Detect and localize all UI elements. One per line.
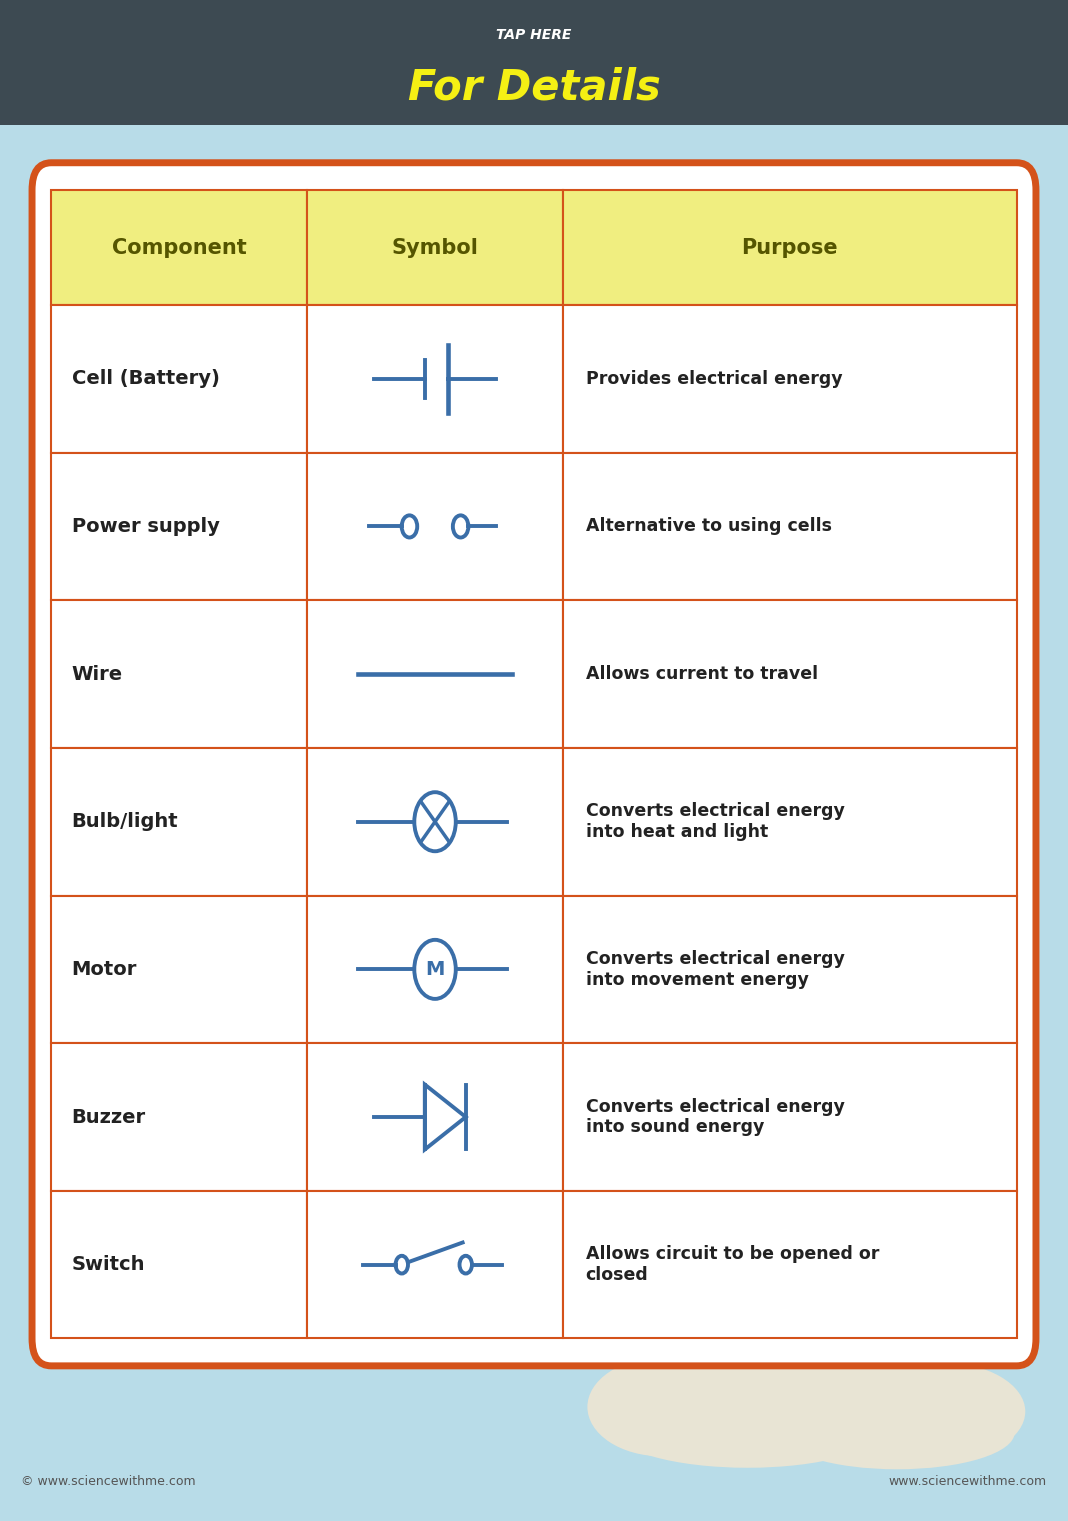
Text: Allows circuit to be opened or
closed: Allows circuit to be opened or closed <box>585 1246 879 1284</box>
Bar <box>308 190 563 304</box>
Bar <box>51 1191 308 1338</box>
Text: www.sciencewithme.com: www.sciencewithme.com <box>889 1474 1047 1488</box>
Bar <box>563 453 1017 601</box>
Text: Buzzer: Buzzer <box>72 1107 146 1127</box>
Bar <box>308 1191 563 1338</box>
Bar <box>51 601 308 748</box>
Text: Power supply: Power supply <box>72 517 220 535</box>
Ellipse shape <box>614 1392 881 1468</box>
Text: M: M <box>425 960 444 980</box>
Ellipse shape <box>854 1363 1025 1460</box>
Text: Converts electrical energy
into sound energy: Converts electrical energy into sound en… <box>585 1098 845 1136</box>
Text: Symbol: Symbol <box>392 237 478 257</box>
Bar <box>563 1043 1017 1191</box>
Ellipse shape <box>753 1337 934 1446</box>
Bar <box>563 748 1017 896</box>
Text: Switch: Switch <box>72 1255 145 1275</box>
Text: For Details: For Details <box>408 67 660 108</box>
Bar <box>308 601 563 748</box>
Bar <box>51 190 308 304</box>
Bar <box>308 1043 563 1191</box>
Bar <box>563 896 1017 1043</box>
Bar <box>51 453 308 601</box>
Ellipse shape <box>662 1326 833 1442</box>
Ellipse shape <box>780 1396 1015 1469</box>
Text: Converts electrical energy
into movement energy: Converts electrical energy into movement… <box>585 951 845 989</box>
Text: © www.sciencewithme.com: © www.sciencewithme.com <box>21 1474 197 1488</box>
FancyBboxPatch shape <box>32 163 1036 1366</box>
Bar <box>563 304 1017 453</box>
Bar <box>51 304 308 453</box>
Ellipse shape <box>587 1357 737 1457</box>
Text: Allows current to travel: Allows current to travel <box>585 665 818 683</box>
Bar <box>51 1043 308 1191</box>
Bar <box>308 453 563 601</box>
Bar <box>51 896 308 1043</box>
Bar <box>308 304 563 453</box>
Text: Wire: Wire <box>72 665 123 683</box>
Bar <box>308 896 563 1043</box>
Text: Provides electrical energy: Provides electrical energy <box>585 370 843 388</box>
Text: Bulb/light: Bulb/light <box>72 812 178 830</box>
Text: Alternative to using cells: Alternative to using cells <box>585 517 832 535</box>
Bar <box>563 1191 1017 1338</box>
Text: Cell (Battery): Cell (Battery) <box>72 370 220 388</box>
Text: Purpose: Purpose <box>741 237 838 257</box>
Bar <box>563 190 1017 304</box>
Text: Motor: Motor <box>72 960 137 980</box>
Bar <box>563 601 1017 748</box>
Bar <box>51 748 308 896</box>
Text: Component: Component <box>112 237 247 257</box>
Text: Converts electrical energy
into heat and light: Converts electrical energy into heat and… <box>585 802 845 841</box>
Text: TAP HERE: TAP HERE <box>497 27 571 43</box>
Bar <box>0 0 1068 125</box>
Bar <box>308 748 563 896</box>
